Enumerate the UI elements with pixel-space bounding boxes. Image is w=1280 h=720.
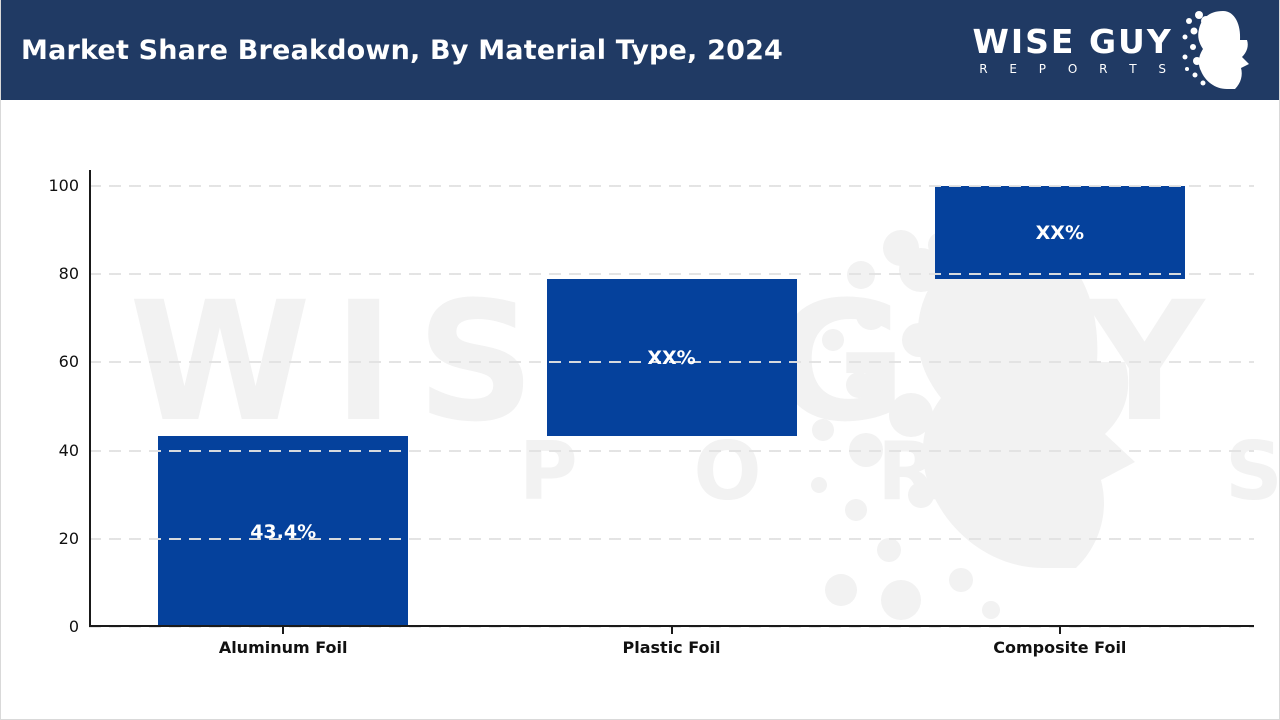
watermark-head-icon	[811, 230, 1135, 620]
y-tick-label: 100	[48, 176, 79, 195]
x-category-label: Aluminum Foil	[218, 638, 348, 657]
y-tick-label: 40	[58, 440, 79, 460]
x-tick-mark	[670, 627, 673, 634]
logo-text: WISE GUY R E P O R T S	[970, 25, 1175, 76]
y-tick-label: 60	[58, 352, 79, 372]
chart-plot-area: 0 20 40 60 80 100 43.4% XX% XX% Aluminum Foil Plas…	[48, 170, 1254, 657]
bar-composite-foil	[934, 186, 1185, 279]
y-tick-label: 80	[58, 264, 79, 284]
x-tick-mark	[282, 627, 285, 634]
page-title: Market Share Breakdown, By Material Type…	[21, 34, 784, 66]
wise-guy-reports-logo: WISE GUY R E P O R T S	[970, 0, 1279, 100]
bar-plastic-foil	[546, 278, 797, 436]
header-bar: Market Share Breakdown, By Material Type…	[1, 0, 1279, 100]
x-axis-line	[89, 625, 1254, 627]
y-axis-line	[89, 170, 91, 627]
y-tick-label: 0	[68, 617, 79, 636]
x-category-label: Plastic Foil	[622, 638, 721, 657]
y-tick-label: 20	[58, 528, 79, 548]
bar-aluminum-foil	[158, 435, 409, 627]
logo-subtitle: R E P O R T S	[979, 61, 1175, 76]
logo-wordmark: WISE GUY	[972, 21, 1173, 61]
x-tick-mark	[1058, 627, 1061, 634]
x-category-label: Composite Foil	[993, 638, 1127, 657]
logo-head-icon	[1182, 11, 1249, 89]
